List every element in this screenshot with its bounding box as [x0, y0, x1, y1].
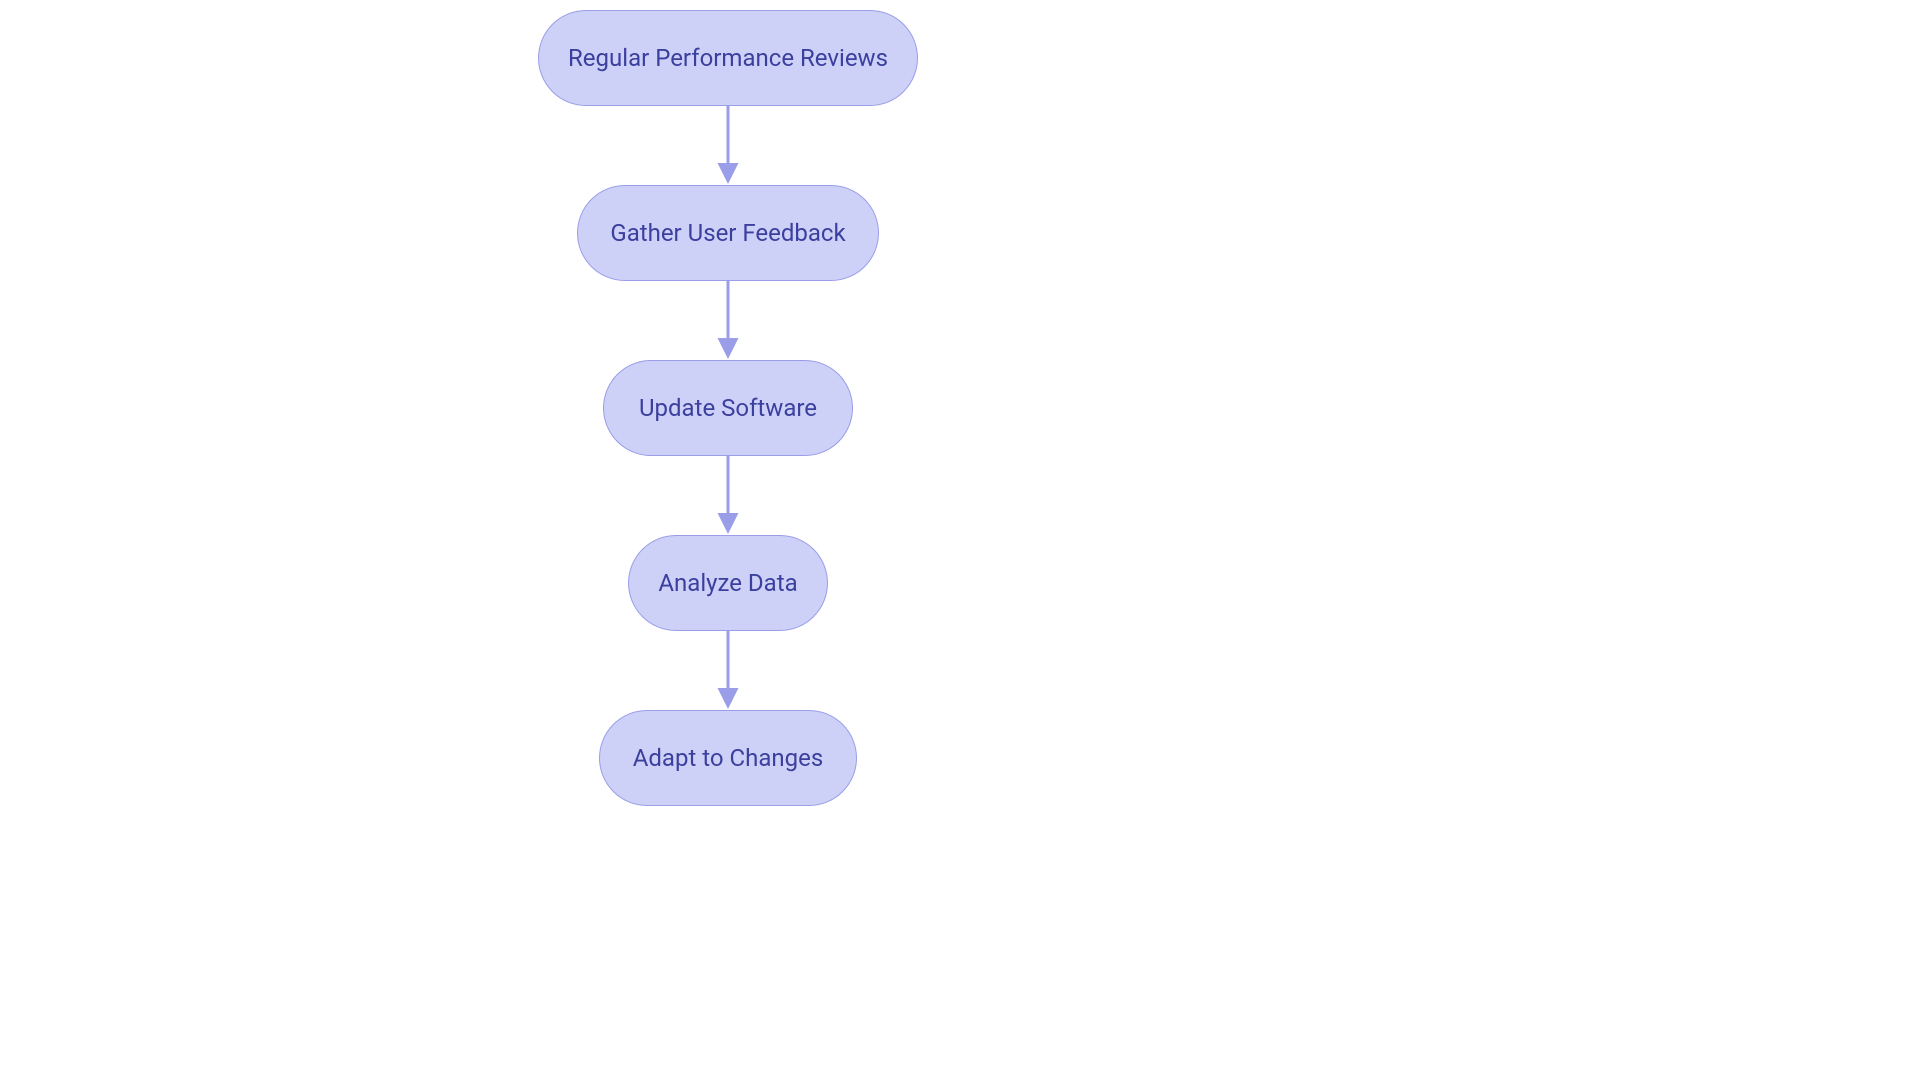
flowchart-node-label: Gather User Feedback	[610, 219, 845, 247]
flowchart-node: Gather User Feedback	[577, 185, 879, 281]
flowchart-node-label: Adapt to Changes	[633, 744, 824, 772]
flowchart-node-label: Analyze Data	[658, 569, 797, 597]
flowchart-node-label: Update Software	[639, 394, 817, 422]
flowchart-edges	[0, 0, 1920, 1083]
flowchart-node-label: Regular Performance Reviews	[568, 44, 888, 72]
flowchart-canvas: Regular Performance Reviews Gather User F…	[0, 0, 1920, 1083]
flowchart-node: Regular Performance Reviews	[538, 10, 918, 106]
flowchart-node: Update Software	[603, 360, 853, 456]
flowchart-node: Analyze Data	[628, 535, 828, 631]
flowchart-node: Adapt to Changes	[599, 710, 857, 806]
